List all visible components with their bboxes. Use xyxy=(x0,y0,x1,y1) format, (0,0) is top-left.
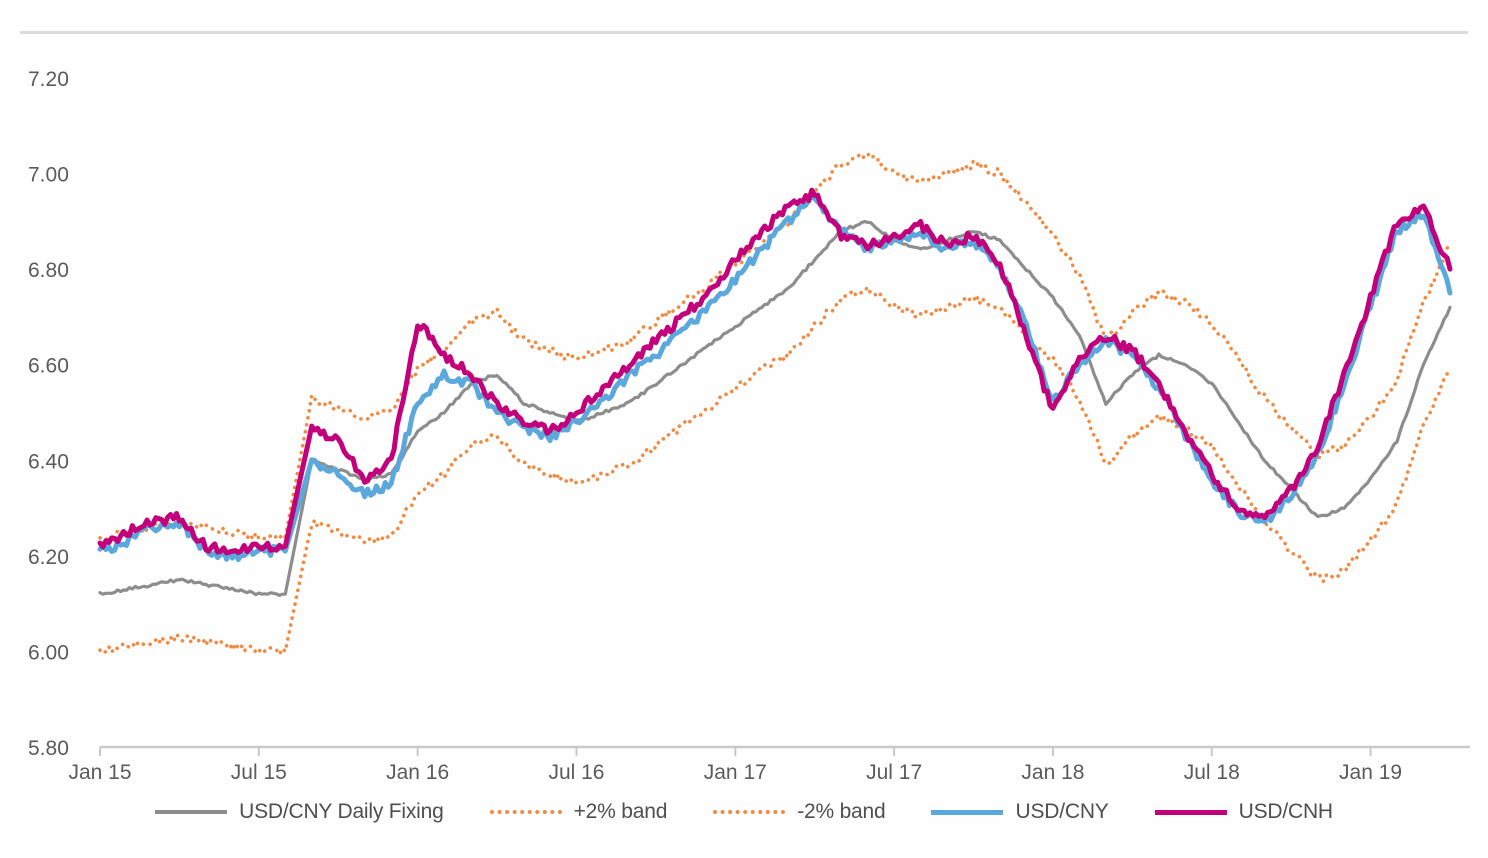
legend-label: +2% band xyxy=(573,800,668,823)
legend-swatch xyxy=(713,810,786,814)
legend-item[interactable]: USD/CNY xyxy=(931,800,1109,824)
top-divider xyxy=(20,31,1468,34)
legend-label: USD/CNY xyxy=(1015,800,1109,823)
legend-item[interactable]: +2% band xyxy=(489,800,668,824)
legend-label: USD/CNY Daily Fixing xyxy=(239,800,444,823)
series-line xyxy=(98,151,1452,542)
x-axis-tick-label: Jan 19 xyxy=(1339,761,1402,784)
y-axis-labels: 7.20 7.00 6.80 6.60 6.40 6.20 6.00 5.80 xyxy=(28,68,69,760)
y-axis-tick-label: 6.40 xyxy=(28,450,69,473)
x-axis-tick-label: Jul 15 xyxy=(231,761,287,784)
legend-item[interactable]: -2% band xyxy=(713,800,886,824)
x-axis-tick-label: Jan 16 xyxy=(386,761,449,784)
x-axis-tick-label: Jul 16 xyxy=(548,761,604,784)
y-axis-tick-label: 6.80 xyxy=(28,259,69,282)
chart-legend: USD/CNY Daily Fixing +2% band -2% band USD/… xyxy=(0,800,1488,824)
legend-label: -2% band xyxy=(797,800,886,823)
y-axis-tick-label: 5.80 xyxy=(28,737,69,760)
x-axis-tick-label: Jan 15 xyxy=(68,761,131,784)
legend-swatch xyxy=(931,809,1004,815)
series-line xyxy=(98,219,1452,597)
legend-swatch xyxy=(1154,809,1227,815)
series-group xyxy=(97,151,1453,657)
series-line xyxy=(97,193,1453,563)
x-axis-tick-label: Jul 18 xyxy=(1184,761,1240,784)
y-axis-tick-label: 6.20 xyxy=(28,546,69,569)
legend-item[interactable]: USD/CNH xyxy=(1154,800,1333,824)
y-axis-tick-label: 7.00 xyxy=(28,164,69,187)
x-axis-tick-label: Jan 18 xyxy=(1021,761,1084,784)
y-axis-tick-label: 6.00 xyxy=(28,641,69,664)
y-axis-tick-label: 7.20 xyxy=(28,68,69,91)
series-line xyxy=(98,285,1452,657)
y-axis-tick-label: 6.60 xyxy=(28,355,69,378)
x-axis-tick-label: Jan 17 xyxy=(704,761,767,784)
x-axis-tick-label: Jul 17 xyxy=(866,761,922,784)
x-axis-labels: Jan 15 Jul 15 Jan 16 Jul 16 Jan 17 Jul 17 Jan … xyxy=(68,761,1402,784)
legend-swatch xyxy=(155,810,228,814)
axis-lines xyxy=(99,745,1470,756)
legend-swatch xyxy=(489,810,562,814)
legend-item[interactable]: USD/CNY Daily Fixing xyxy=(155,800,444,824)
legend-label: USD/CNH xyxy=(1238,800,1333,823)
series-line xyxy=(97,187,1453,556)
